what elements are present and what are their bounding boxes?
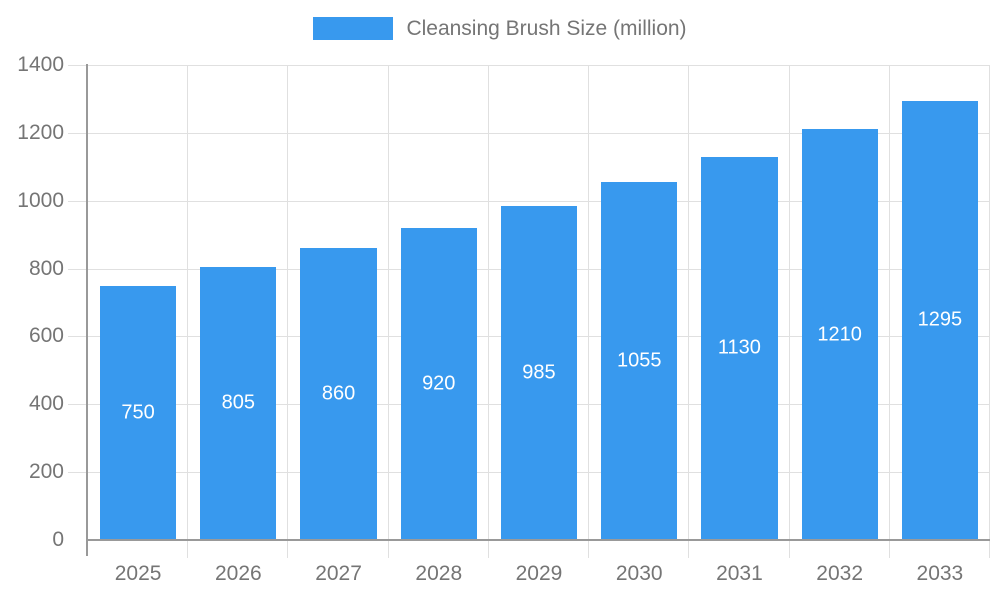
bar[interactable]: 860 <box>300 248 377 540</box>
y-tick-label: 200 <box>28 460 64 484</box>
x-tick-label: 2032 <box>816 562 864 585</box>
category-column: 1055 2030 <box>589 65 689 585</box>
bar[interactable]: 985 <box>500 205 578 540</box>
category-column: 805 2026 <box>188 65 288 585</box>
bar[interactable]: 1130 <box>701 156 778 540</box>
category-column: 1210 2032 <box>790 65 890 585</box>
v-gridline <box>287 65 289 558</box>
category-column: 1295 2033 <box>890 65 990 585</box>
legend[interactable]: Cleansing Brush Size (million) <box>0 17 1000 41</box>
category-column: 985 2029 <box>489 65 589 585</box>
v-gridline <box>387 65 389 558</box>
bar[interactable]: 920 <box>400 227 477 540</box>
category-column: 860 2027 <box>288 65 388 585</box>
bar-value-label: 1210 <box>817 323 862 346</box>
x-tick-label: 2031 <box>716 562 763 585</box>
x-tick-label: 2027 <box>315 562 362 585</box>
bar-value-label: 920 <box>422 372 456 395</box>
x-tick-label: 2026 <box>214 562 262 585</box>
plot-area: 0 200 400 600 800 1000 1200 1400 750 2025 805 2026 8… <box>17 53 990 585</box>
x-tick-label: 2029 <box>515 562 563 585</box>
bar[interactable]: 1210 <box>801 129 878 540</box>
v-gridline <box>588 65 590 558</box>
bar-value-label: 985 <box>522 361 556 384</box>
v-gridline <box>989 65 990 558</box>
bar-value-label: 1055 <box>616 349 662 372</box>
x-tick-label: 2030 <box>615 562 663 585</box>
y-tick-label: 1400 <box>17 53 64 76</box>
bar[interactable]: 805 <box>200 266 277 540</box>
y-tick-label: 1000 <box>17 188 64 212</box>
v-gridline <box>688 65 690 558</box>
legend-label: Cleansing Brush Size (million) <box>406 17 687 40</box>
x-tick-label: 2033 <box>916 562 964 585</box>
x-tick-label: 2028 <box>415 562 463 585</box>
bar-value-label: 1295 <box>917 308 963 331</box>
bar-value-label: 860 <box>321 382 356 405</box>
bar-value-label: 750 <box>121 401 155 424</box>
category-column: 920 2028 <box>389 65 489 585</box>
bar[interactable]: 1295 <box>901 100 978 540</box>
v-gridline <box>888 65 890 558</box>
category-column: 750 2025 <box>88 65 188 585</box>
x-tick-label: 2025 <box>114 562 162 585</box>
category-column: 1130 2031 <box>689 65 789 585</box>
bar[interactable]: 1055 <box>601 182 678 540</box>
x-axis-line <box>86 539 990 541</box>
y-tick-label: 400 <box>28 392 64 416</box>
y-axis-line <box>86 64 88 556</box>
v-gridline <box>788 65 790 558</box>
y-tick-label: 800 <box>28 256 64 280</box>
h-gridline <box>68 200 990 202</box>
v-gridline <box>187 65 189 558</box>
y-tick-label: 600 <box>28 324 64 348</box>
h-gridline <box>68 132 990 134</box>
bar-value-label: 805 <box>221 391 255 414</box>
bar-value-label: 1130 <box>717 336 761 359</box>
bar[interactable]: 750 <box>100 285 177 540</box>
h-gridline <box>68 65 990 66</box>
y-tick-label: 1200 <box>17 120 64 144</box>
legend-swatch <box>313 17 394 41</box>
y-tick-label: 0 <box>52 528 64 551</box>
v-gridline <box>487 65 489 558</box>
